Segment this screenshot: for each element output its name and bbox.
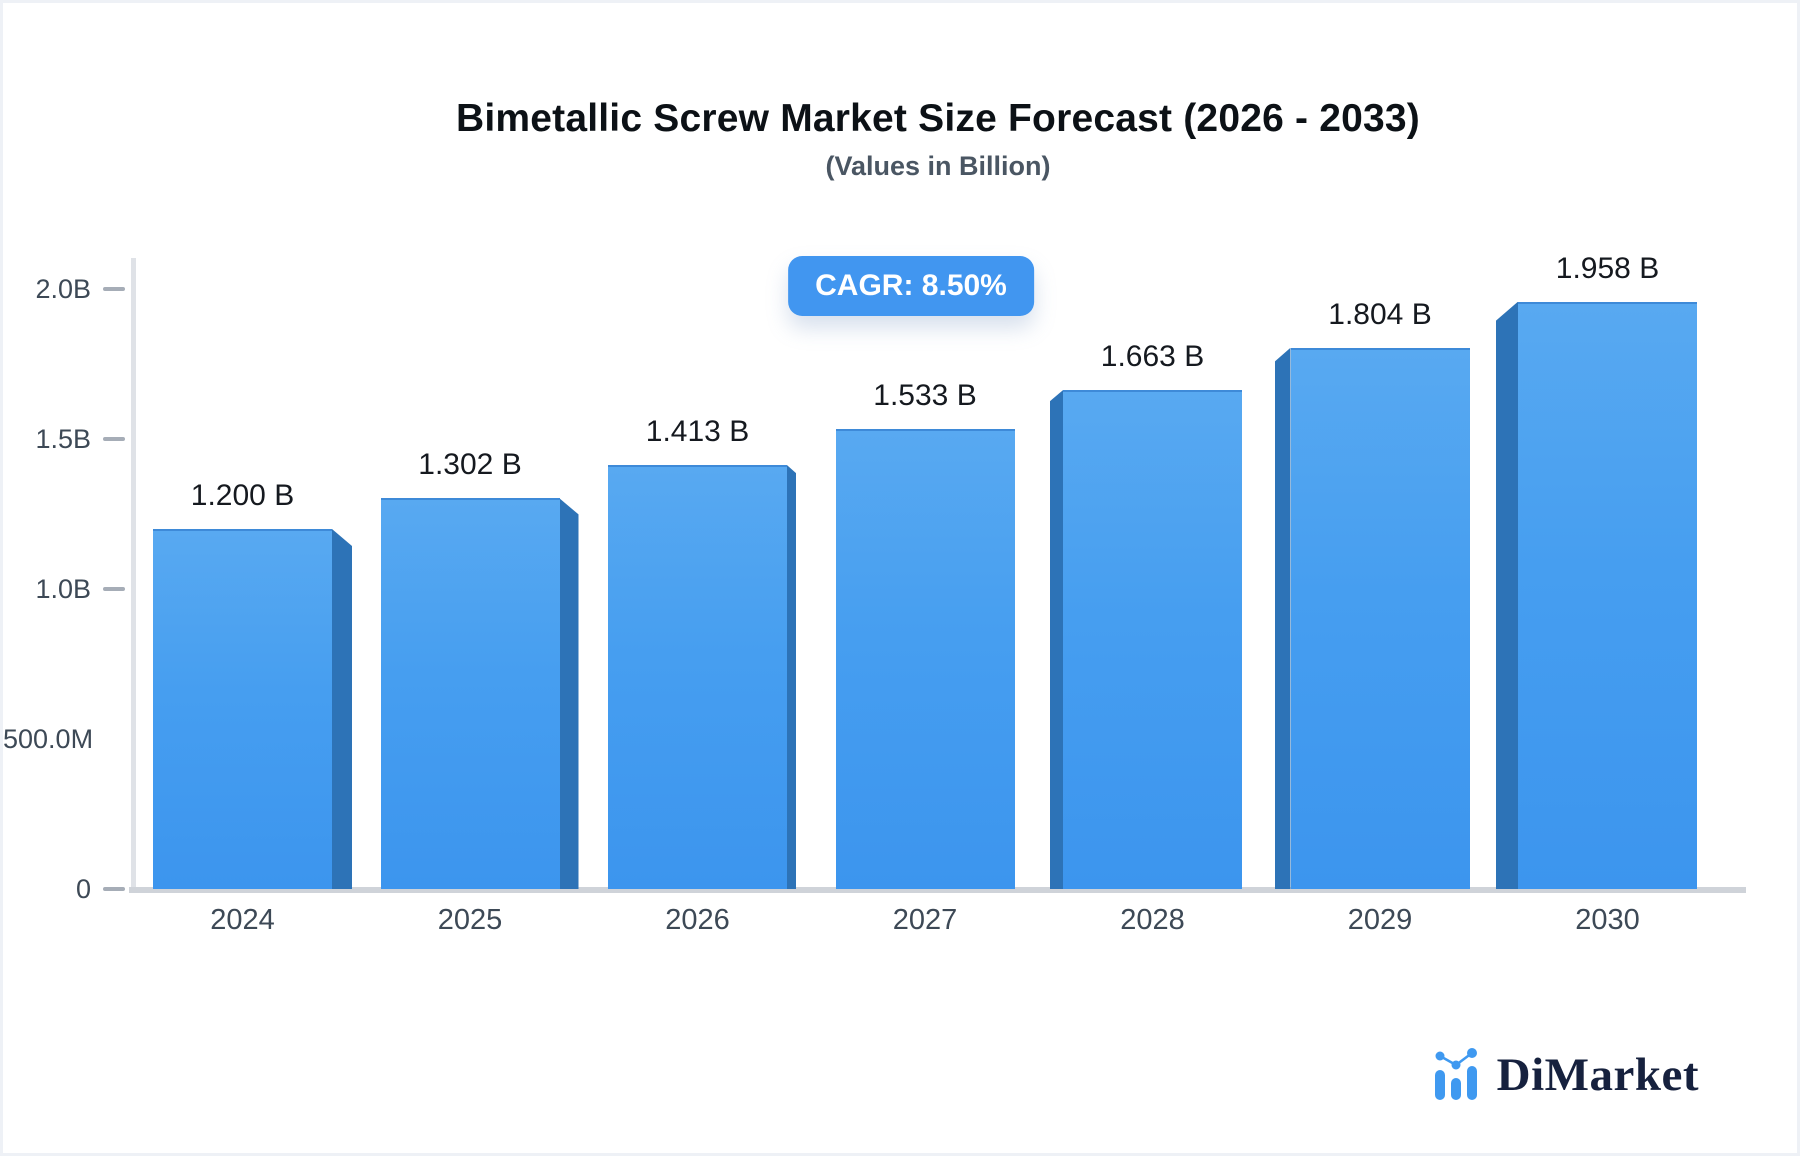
- x-axis-label-2029: 2029: [1347, 904, 1413, 936]
- bar-side-2026: [787, 465, 796, 889]
- bar-value-label-2029: 1.804 B: [1328, 297, 1432, 331]
- x-axis-label-2028: 2028: [1120, 904, 1185, 936]
- x-axis-label-2026: 2026: [665, 904, 730, 936]
- bar-side-2024: [332, 529, 352, 889]
- cagr-badge: CAGR: 8.50%: [788, 256, 1034, 316]
- y-tick-label: 500.0M: [3, 724, 94, 754]
- bar-2025: [380, 498, 560, 889]
- bar-2028: [1063, 390, 1242, 889]
- bar-side-2030: [1496, 301, 1518, 889]
- bar-value-label-2027: 1.533 B: [873, 379, 977, 413]
- x-axis-label-2030: 2030: [1575, 904, 1640, 936]
- bar-2030: [1518, 301, 1697, 889]
- y-tick-mark: [103, 887, 125, 891]
- bar-side-2028: [1050, 390, 1063, 889]
- bar-value-label-2024: 1.200 B: [190, 479, 295, 512]
- x-axis-label-2027: 2027: [892, 904, 958, 936]
- bar-2024: [153, 529, 332, 889]
- bar-2027: [835, 429, 1015, 889]
- y-tick-label: 1.5B: [35, 424, 91, 454]
- y-tick-label: 0: [75, 874, 91, 904]
- y-axis-line: [131, 258, 136, 892]
- x-axis-label-2024: 2024: [210, 904, 275, 936]
- bar-2029: [1290, 347, 1470, 889]
- logo-text: DiMarket: [1496, 1049, 1699, 1101]
- chart-title: Bimetallic Screw Market Size Forecast (2…: [455, 97, 1420, 140]
- x-axis-baseline: [129, 887, 1746, 893]
- bar-value-label-2025: 1.302 B: [418, 448, 522, 482]
- bar-2026: [608, 465, 787, 889]
- y-tick-mark: [103, 587, 125, 591]
- x-axis-label-2025: 2025: [437, 904, 503, 936]
- bar-chart-trend-icon: [1434, 1048, 1477, 1100]
- bar-value-label-2030: 1.958 B: [1555, 251, 1660, 285]
- bar-value-label-2026: 1.413 B: [645, 415, 750, 449]
- plot-area: 2.0B 1.5B 1.0B 500.0M 0 1.200 B 1.302 B 1.413 …: [3, 3, 1797, 1153]
- chart-subtitle: (Values in Billion): [825, 151, 1051, 181]
- y-tick-mark: [103, 287, 125, 291]
- y-tick-mark: [103, 437, 125, 441]
- bar-side-2029: [1274, 347, 1291, 889]
- y-tick-label: 1.0B: [35, 574, 91, 604]
- dimarket-logo: DiMarket: [1430, 1047, 1699, 1103]
- cagr-badge-label: CAGR: 8.50%: [815, 269, 1007, 302]
- bar-value-label-2028: 1.663 B: [1100, 340, 1205, 374]
- y-tick-label: 2.0B: [35, 274, 91, 304]
- bar-side-2025: [559, 498, 579, 889]
